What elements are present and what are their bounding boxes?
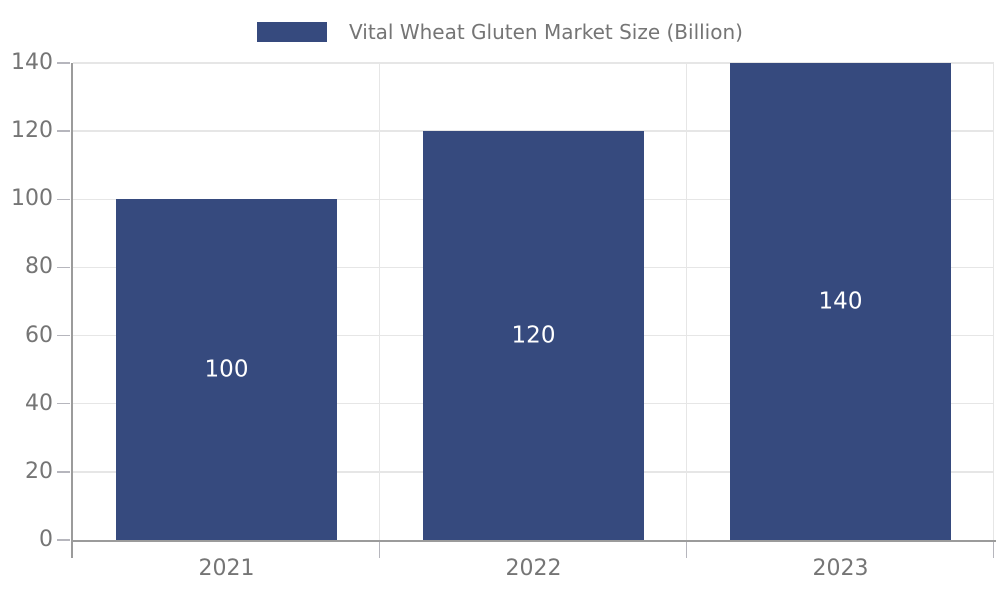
y-gridline: [73, 62, 994, 64]
y-axis-label: 40: [25, 390, 53, 416]
legend[interactable]: Vital Wheat Gluten Market Size (Billion): [0, 21, 1000, 43]
y-axis-label: 60: [25, 322, 53, 348]
x-gridline: [685, 63, 687, 540]
y-axis-label: 120: [11, 118, 53, 144]
y-tick: [57, 334, 70, 337]
y-tick: [57, 62, 70, 64]
bar-value-label: 100: [204, 356, 249, 383]
x-tick: [71, 542, 73, 558]
x-axis-label: 2022: [505, 556, 562, 581]
y-tick: [57, 266, 70, 269]
x-axis-label: 2021: [198, 556, 255, 581]
legend-swatch: [257, 22, 328, 42]
plot-area: 0 20 40 60 80 100 120 140 100 2021 120 2022 140 2023: [11, 52, 996, 580]
x-axis-line: [71, 540, 996, 542]
x-tick: [992, 542, 994, 558]
y-axis-label: 20: [25, 458, 53, 484]
bar-2022[interactable]: [423, 131, 644, 540]
y-axis-label: 100: [11, 186, 53, 212]
x-gridline: [378, 63, 380, 540]
y-axis-line: [71, 63, 73, 540]
y-tick: [57, 130, 70, 132]
x-tick: [378, 542, 380, 558]
y-axis-label: 80: [25, 254, 53, 280]
y-gridline: [73, 130, 994, 132]
legend-label: Vital Wheat Gluten Market Size (Billion): [349, 20, 743, 44]
x-axis-label: 2023: [812, 556, 869, 581]
bar-2023[interactable]: [730, 63, 951, 540]
y-axis-label: 140: [11, 50, 53, 75]
y-tick: [57, 539, 70, 541]
y-tick: [57, 198, 70, 201]
y-axis-label: 0: [39, 527, 53, 552]
y-tick: [57, 402, 70, 405]
bar-value-label: 120: [511, 322, 556, 349]
bar-value-label: 140: [818, 288, 863, 314]
x-tick: [685, 542, 687, 558]
y-tick: [57, 471, 70, 473]
bar-2021[interactable]: [116, 199, 337, 540]
x-gridline: [992, 63, 994, 540]
